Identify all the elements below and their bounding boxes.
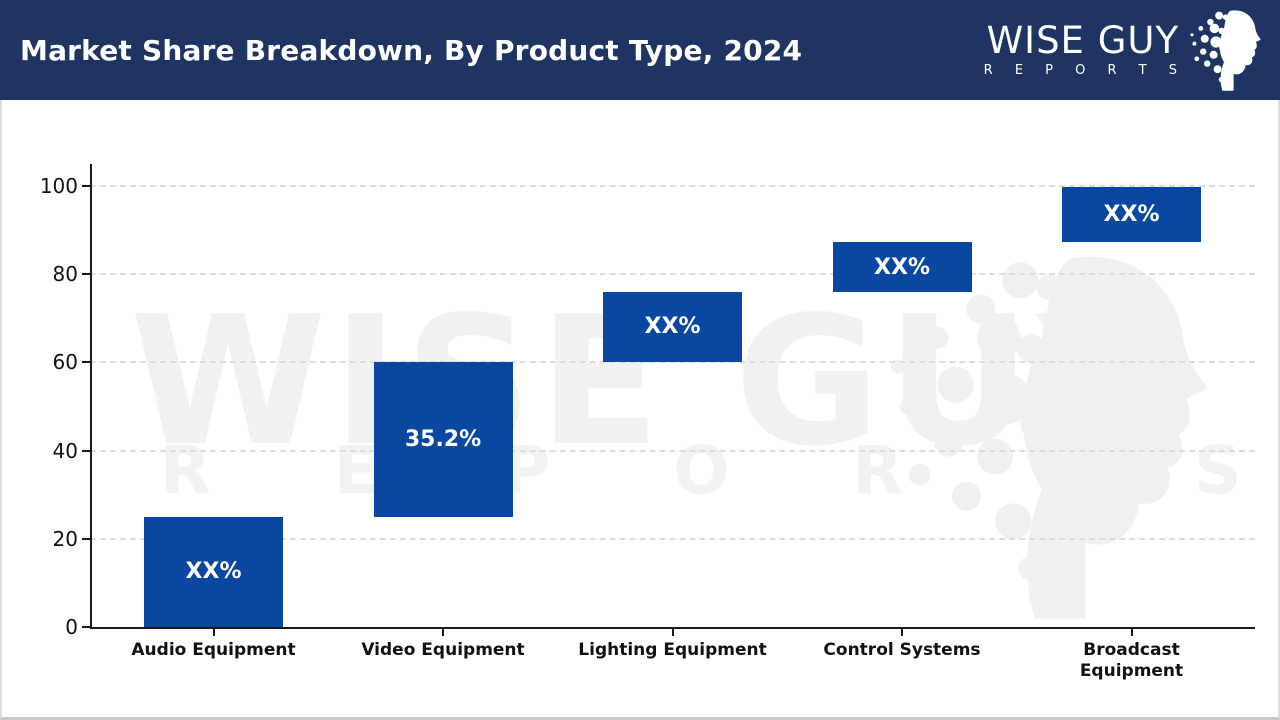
bar-value-label: 35.2% bbox=[404, 426, 482, 452]
logo-head-icon bbox=[1190, 10, 1261, 91]
y-tick-label: 100 bbox=[39, 174, 78, 198]
y-tick-mark bbox=[82, 273, 90, 276]
header: Market Share Breakdown, By Product Type,… bbox=[0, 0, 1280, 100]
x-tick-label: Audio Equipment bbox=[131, 640, 296, 660]
y-tick-label: 20 bbox=[52, 526, 78, 551]
chart-area: WISE GUY R E P O R T S 0 20 40 60 80 100 XX% 35… bbox=[0, 100, 1280, 720]
x-axis-line bbox=[90, 627, 1255, 629]
bar: XX% bbox=[1062, 186, 1201, 243]
x-tick-mark bbox=[1130, 629, 1133, 636]
bar-value-label: XX% bbox=[874, 254, 930, 280]
bar-value-label: XX% bbox=[185, 559, 242, 585]
y-tick-mark bbox=[82, 361, 90, 364]
watermark-subtext: R E P O R T S bbox=[160, 432, 1280, 509]
gridline bbox=[90, 537, 1255, 540]
gridline bbox=[90, 273, 1255, 276]
logo-subtitle: R E P O R T S bbox=[983, 63, 1186, 78]
x-tick-label: Lighting Equipment bbox=[578, 640, 767, 660]
y-tick-label: 40 bbox=[52, 438, 78, 463]
x-tick-mark bbox=[212, 629, 215, 636]
gridline bbox=[90, 361, 1255, 364]
x-tick-mark bbox=[442, 629, 444, 636]
logo-name: WISE GUY bbox=[986, 19, 1180, 62]
x-tick-mark bbox=[671, 629, 674, 636]
y-tick-label: 60 bbox=[52, 350, 78, 375]
x-tick-label: Broadcast Equipment bbox=[1079, 640, 1184, 682]
gridline bbox=[90, 449, 1255, 452]
x-tick-label: Video Equipment bbox=[361, 640, 525, 660]
x-tick-label: Control Systems bbox=[823, 640, 981, 660]
chart-title: Market Share Breakdown, By Product Type,… bbox=[20, 33, 803, 67]
wise-guy-logo: WISE GUY R E P O R T S bbox=[980, 0, 1266, 100]
y-axis-line bbox=[90, 164, 92, 629]
bar: XX% bbox=[832, 242, 972, 292]
y-tick-mark bbox=[82, 185, 90, 187]
bar: XX% bbox=[144, 516, 283, 627]
y-tick-mark bbox=[82, 449, 90, 452]
y-tick-label: 0 bbox=[65, 615, 78, 639]
bar: XX% bbox=[603, 291, 742, 362]
y-tick-label: 80 bbox=[52, 262, 78, 287]
bar-value-label: XX% bbox=[1103, 202, 1160, 228]
bar-value-label: XX% bbox=[644, 314, 701, 340]
gridline bbox=[90, 185, 1255, 187]
x-tick-mark bbox=[901, 629, 903, 636]
bar: 35.2% bbox=[373, 361, 513, 517]
y-tick-mark bbox=[82, 626, 90, 628]
y-tick-mark bbox=[82, 537, 90, 540]
logo-wordmark: WISE GUY R E P O R T S bbox=[980, 22, 1186, 78]
